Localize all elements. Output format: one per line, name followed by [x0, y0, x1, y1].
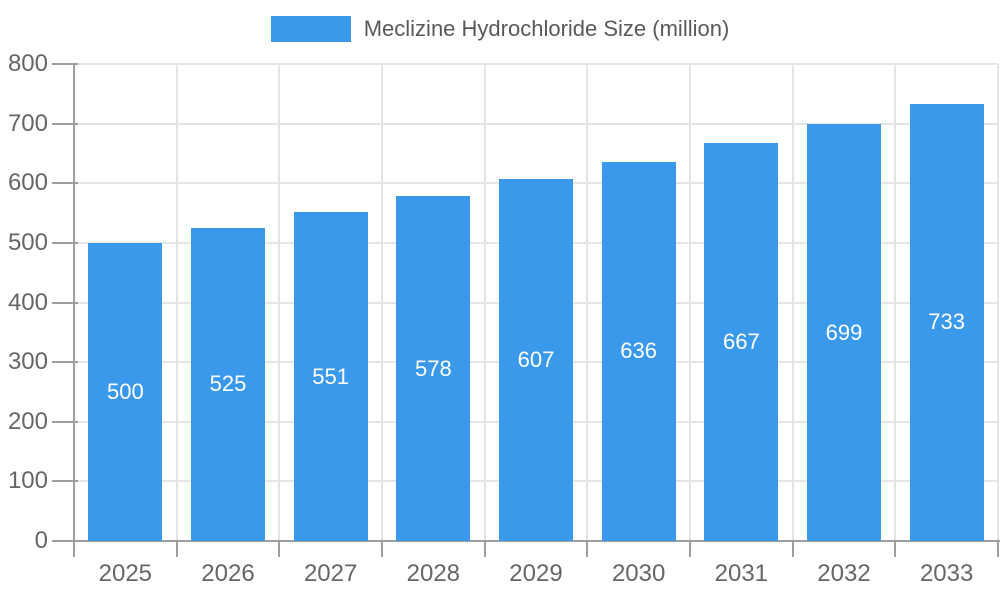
v-gridline-7 [791, 64, 794, 541]
y-tick-300 [52, 361, 78, 364]
bar-2032[interactable]: 699 [807, 124, 881, 541]
bar-value-label-2029: 607 [517, 347, 555, 373]
y-tick-100 [52, 480, 78, 483]
x-axis-label-2027: 2027 [303, 560, 358, 587]
bar-value-label-2027: 551 [312, 363, 350, 389]
y-axis-label-800: 800 [7, 50, 48, 77]
bar-value-label-2025: 500 [106, 378, 144, 404]
bar-2026[interactable]: 525 [191, 227, 265, 541]
bar-value-label-2032: 699 [825, 319, 863, 345]
x-tick-1 [175, 541, 178, 557]
y-axis-label-100: 100 [7, 467, 48, 495]
bar-2025[interactable]: 500 [88, 242, 163, 541]
x-tick-9 [997, 541, 999, 557]
h-gridline-800 [74, 63, 998, 65]
v-gridline-5 [586, 64, 589, 541]
bar-value-label-2026: 525 [209, 371, 247, 397]
bar-value-label-2028: 578 [414, 355, 452, 381]
y-tick-200 [52, 420, 78, 423]
plot-area: 500 525 551 578 607 636 667 699 733 [52, 63, 1000, 557]
y-axis-label-500: 500 [7, 228, 48, 256]
x-tick-2 [278, 541, 281, 557]
x-tick-5 [586, 541, 589, 557]
x-tick-8 [894, 541, 897, 557]
x-tick-7 [791, 541, 794, 557]
x-axis-label-2030: 2030 [611, 560, 666, 587]
bar-2028[interactable]: 578 [396, 196, 471, 541]
x-tick-4 [483, 541, 486, 557]
x-axis-label-2025: 2025 [98, 560, 153, 587]
v-gridline-1 [175, 64, 178, 541]
bar-value-label-2030: 636 [620, 338, 658, 364]
v-gridline-9 [997, 64, 999, 541]
y-tick-700 [52, 122, 78, 125]
bar-value-label-2031: 667 [722, 329, 760, 355]
y-tick-800 [52, 63, 78, 65]
y-axis-label-0: 0 [34, 527, 48, 554]
y-axis-label-600: 600 [7, 169, 48, 197]
v-gridline-2 [278, 64, 281, 541]
x-axis-label-2032: 2032 [817, 560, 871, 587]
bar-2029[interactable]: 607 [499, 179, 573, 541]
x-axis-line [73, 540, 1000, 542]
y-tick-400 [52, 301, 78, 304]
v-gridline-8 [894, 64, 897, 541]
bar-value-label-2033: 733 [928, 309, 966, 335]
x-axis-label-2029: 2029 [509, 560, 563, 587]
y-axis-label-300: 300 [7, 348, 48, 376]
h-gridline-700 [74, 122, 998, 125]
chart-legend[interactable]: Meclizine Hydrochloride Size (million) [0, 16, 1000, 42]
bar-2033[interactable]: 733 [909, 103, 984, 541]
bar-2030[interactable]: 636 [601, 161, 676, 541]
bar-2027[interactable]: 551 [293, 212, 368, 541]
y-tick-500 [52, 241, 78, 244]
x-tick-3 [381, 541, 383, 557]
legend-swatch-icon [270, 16, 351, 42]
legend-label: Meclizine Hydrochloride Size (million) [363, 16, 730, 41]
y-axis-label-400: 400 [7, 288, 48, 316]
x-tick-6 [689, 541, 691, 557]
bar-2031[interactable]: 667 [704, 143, 779, 541]
y-axis-label-200: 200 [7, 407, 48, 435]
x-tick-0 [73, 541, 75, 557]
x-axis-label-2028: 2028 [406, 560, 461, 587]
y-axis-label-700: 700 [7, 109, 48, 137]
v-gridline-3 [381, 64, 383, 541]
y-tick-0 [52, 540, 78, 542]
v-gridline-6 [689, 64, 691, 541]
v-gridline-4 [483, 64, 486, 541]
x-axis-label-2031: 2031 [714, 560, 769, 587]
x-axis-label-2026: 2026 [201, 560, 255, 587]
y-tick-600 [52, 182, 78, 185]
x-axis-label-2033: 2033 [919, 560, 974, 587]
